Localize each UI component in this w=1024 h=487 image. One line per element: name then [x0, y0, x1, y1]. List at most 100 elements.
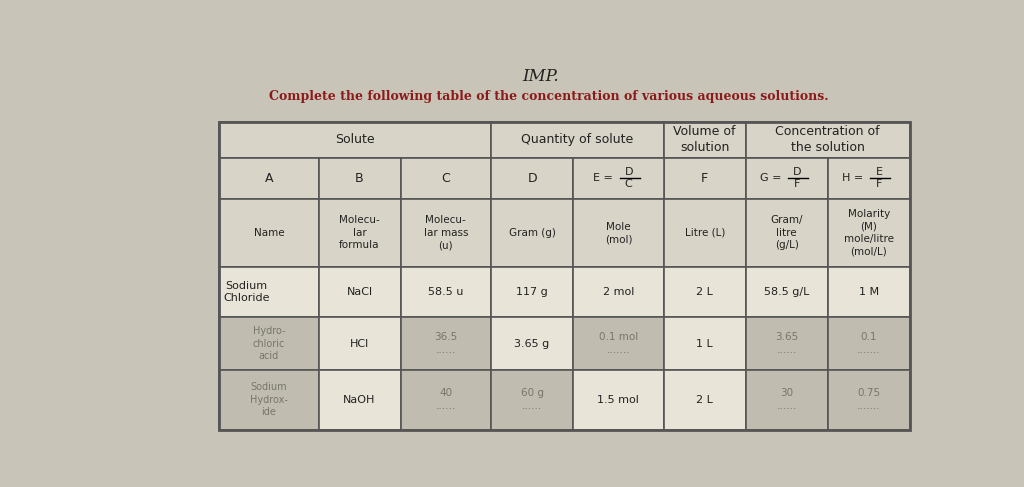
Bar — [219, 370, 318, 430]
Bar — [492, 267, 573, 318]
Text: Gram (g): Gram (g) — [509, 228, 556, 238]
Text: 2 L: 2 L — [696, 394, 713, 405]
Bar — [664, 370, 745, 430]
Bar — [573, 158, 664, 199]
Text: Gram/
litre
(g/L): Gram/ litre (g/L) — [770, 215, 803, 250]
Text: 117 g: 117 g — [516, 287, 548, 297]
Bar — [573, 158, 664, 199]
Bar — [318, 318, 400, 370]
Bar — [827, 267, 909, 318]
Text: 0.75
.......: 0.75 ....... — [857, 389, 881, 411]
Text: Quantity of solute: Quantity of solute — [521, 133, 634, 147]
Text: Mole
(mol): Mole (mol) — [604, 222, 632, 244]
Text: NaCl: NaCl — [346, 287, 373, 297]
Text: G =: G = — [760, 173, 781, 183]
Text: Sodium
Hydrox-
ide: Sodium Hydrox- ide — [250, 382, 288, 417]
Text: Molecu-
lar mass
(u): Molecu- lar mass (u) — [424, 215, 468, 250]
Text: Volume of
solution: Volume of solution — [674, 125, 736, 154]
Text: 1.5 mol: 1.5 mol — [597, 394, 639, 405]
Bar — [745, 122, 909, 158]
Text: Name: Name — [254, 228, 285, 238]
Text: 60 g
......: 60 g ...... — [520, 389, 544, 411]
Bar — [318, 370, 400, 430]
Bar — [400, 318, 492, 370]
Text: Hydro-
chloric
acid: Hydro- chloric acid — [253, 326, 285, 361]
Bar — [573, 267, 664, 318]
Text: 58.5 g/L: 58.5 g/L — [764, 287, 809, 297]
Text: C: C — [625, 179, 633, 189]
Bar — [827, 199, 909, 267]
Bar — [573, 370, 664, 430]
Text: E: E — [876, 168, 883, 177]
Bar — [219, 318, 318, 370]
Text: C: C — [441, 172, 451, 185]
Bar — [492, 318, 573, 370]
Text: Litre (L): Litre (L) — [684, 228, 725, 238]
Bar — [827, 158, 909, 199]
Bar — [745, 318, 827, 370]
Bar — [219, 267, 318, 318]
Bar — [745, 370, 827, 430]
Bar — [664, 267, 745, 318]
Bar — [745, 267, 827, 318]
Text: Solute: Solute — [336, 133, 375, 147]
Bar — [318, 199, 400, 267]
Text: 2 mol: 2 mol — [603, 287, 634, 297]
Text: 0.1 mol
.......: 0.1 mol ....... — [599, 333, 638, 355]
Bar — [827, 370, 909, 430]
Text: H =: H = — [842, 173, 863, 183]
Bar — [664, 122, 745, 158]
Bar — [318, 158, 400, 199]
Text: E =: E = — [593, 173, 613, 183]
Text: 1 L: 1 L — [696, 338, 713, 349]
Text: A: A — [264, 172, 273, 185]
Text: 3.65
......: 3.65 ...... — [775, 333, 799, 355]
Bar — [219, 199, 318, 267]
Bar — [219, 158, 318, 199]
Bar — [400, 158, 492, 199]
Bar — [318, 267, 400, 318]
Bar — [400, 370, 492, 430]
Text: Sodium
Chloride: Sodium Chloride — [223, 281, 269, 303]
Bar — [492, 158, 573, 199]
Text: Molecu-
lar
formula: Molecu- lar formula — [339, 215, 380, 250]
Text: 36.5
......: 36.5 ...... — [434, 333, 458, 355]
Bar — [219, 122, 492, 158]
Text: F: F — [876, 179, 883, 189]
Bar — [400, 199, 492, 267]
Text: 0.1
.......: 0.1 ....... — [857, 333, 881, 355]
Bar — [664, 158, 745, 199]
Text: 40
......: 40 ...... — [435, 389, 456, 411]
Bar — [492, 370, 573, 430]
Text: 3.65 g: 3.65 g — [514, 338, 550, 349]
Bar — [745, 158, 827, 199]
Bar — [827, 158, 909, 199]
Bar — [745, 199, 827, 267]
Text: D: D — [625, 168, 633, 177]
Bar — [400, 267, 492, 318]
Text: 1 M: 1 M — [859, 287, 879, 297]
Bar — [664, 199, 745, 267]
Bar — [573, 318, 664, 370]
Bar — [664, 318, 745, 370]
Text: Molarity
(M)
mole/litre
(mol/L): Molarity (M) mole/litre (mol/L) — [844, 209, 894, 257]
Text: D: D — [793, 168, 801, 177]
Text: Concentration of
the solution: Concentration of the solution — [775, 125, 880, 154]
Text: D: D — [527, 172, 537, 185]
Bar — [745, 158, 827, 199]
Bar — [492, 199, 573, 267]
Text: F: F — [794, 179, 800, 189]
Text: HCl: HCl — [350, 338, 369, 349]
Text: B: B — [355, 172, 364, 185]
Text: Complete the following table of the concentration of various aqueous solutions.: Complete the following table of the conc… — [268, 90, 828, 103]
Text: 2 L: 2 L — [696, 287, 713, 297]
Bar — [827, 318, 909, 370]
Text: F: F — [701, 172, 709, 185]
Bar — [492, 122, 664, 158]
Text: 30
......: 30 ...... — [776, 389, 797, 411]
Text: IMP.: IMP. — [522, 68, 559, 85]
Bar — [219, 122, 909, 430]
Bar — [573, 199, 664, 267]
Text: 58.5 u: 58.5 u — [428, 287, 464, 297]
Text: NaOH: NaOH — [343, 394, 376, 405]
